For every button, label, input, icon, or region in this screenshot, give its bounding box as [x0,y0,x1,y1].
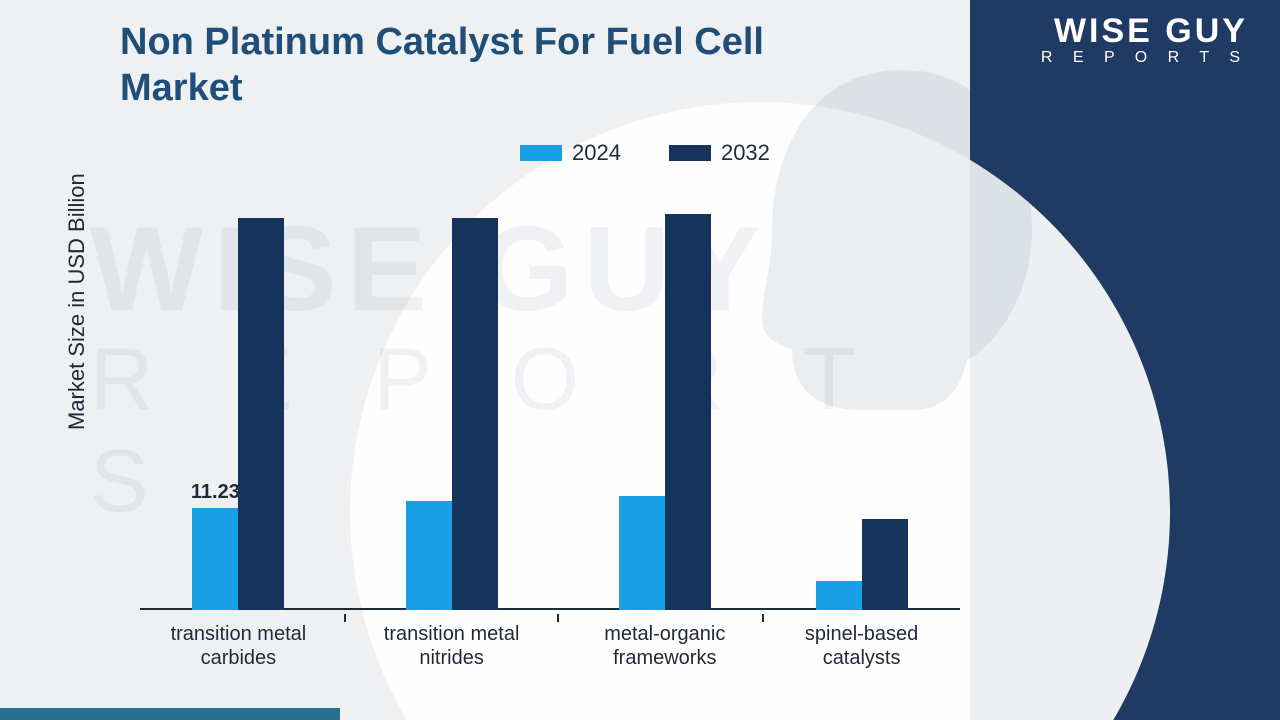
chart-canvas: WISE GUY R E P O R T S Non Platinum Cata… [0,0,1280,720]
bar [619,496,665,610]
x-axis-labels: transition metal carbides transition meta… [140,614,960,694]
legend-swatch [669,145,711,161]
brand-logo: WISE GUY R E P O R T S [1041,12,1248,67]
bar [816,581,862,610]
legend-swatch [520,145,562,161]
x-tick-label: spinel-based catalysts [777,622,947,670]
legend-label: 2032 [721,140,770,166]
legend-item-2032: 2032 [669,140,770,166]
bar [406,501,452,610]
legend-item-2024: 2024 [520,140,621,166]
bottom-accent-stripe [0,708,340,720]
x-tick-label: transition metal nitrides [367,622,537,670]
x-tick [762,614,764,622]
chart-title: Non Platinum Catalyst For Fuel Cell Mark… [120,20,820,111]
bar [665,214,711,610]
bar [192,508,238,610]
bar-value-label: 11.23 [191,481,240,504]
x-tick [344,614,346,622]
x-tick [557,614,559,622]
y-axis-label: Market Size in USD Billion [64,173,90,430]
x-tick-label: transition metal carbides [153,622,323,670]
x-tick-label: metal-organic frameworks [580,622,750,670]
legend-label: 2024 [572,140,621,166]
brand-line2: R E P O R T S [1041,49,1248,67]
bar [862,519,908,610]
brand-line1: WISE GUY [1041,12,1248,51]
legend: 2024 2032 [520,140,770,166]
bar [238,218,284,610]
plot-area: 11.23 [140,200,960,610]
bar [452,218,498,610]
